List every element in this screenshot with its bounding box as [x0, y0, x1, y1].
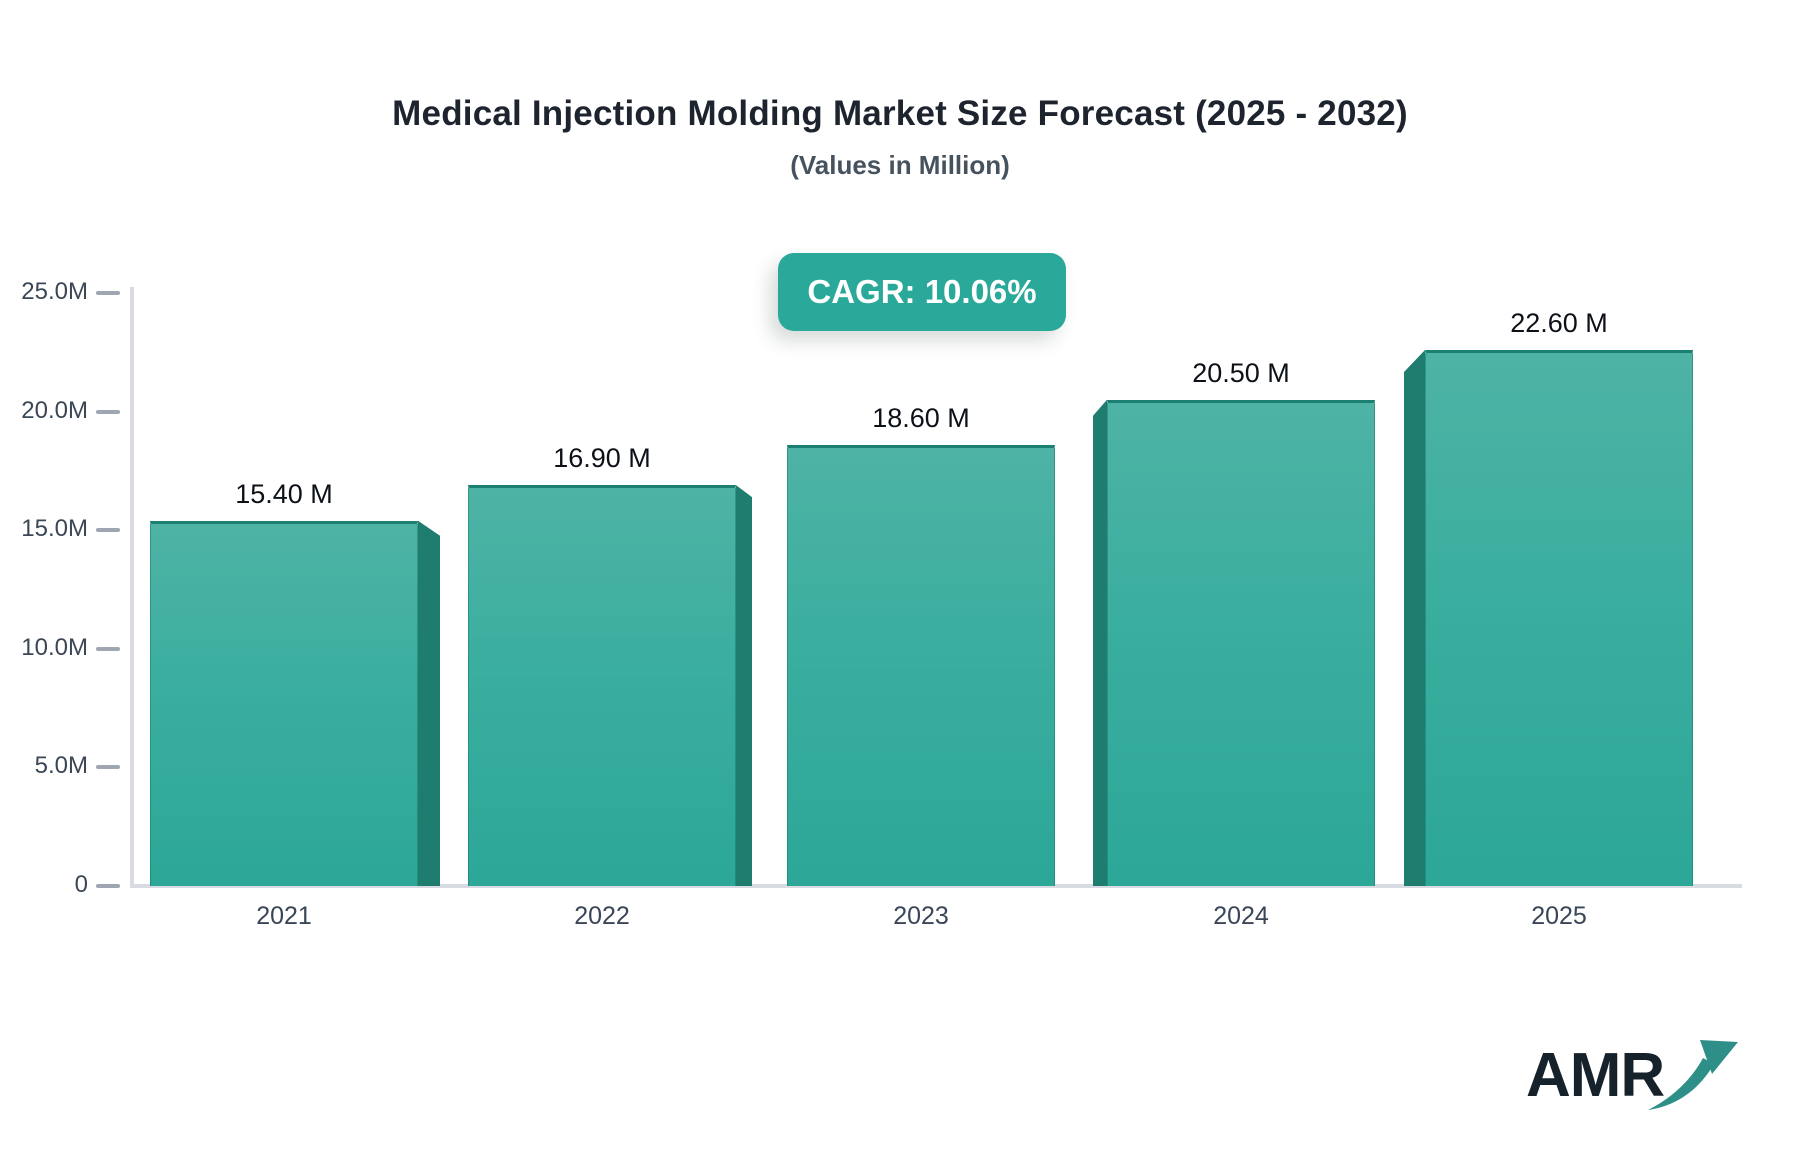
- bar-side-2021: [418, 520, 440, 886]
- amr-logo-text: AMR: [1526, 1040, 1665, 1110]
- x-tick-label-2023: 2023: [893, 902, 949, 930]
- bar-value-label-2023: 18.60 M: [872, 402, 970, 433]
- y-tick-mark-0: [96, 884, 120, 888]
- bar-2022: [468, 485, 752, 886]
- bar-2021: [150, 520, 440, 886]
- bar-face-2025: [1425, 349, 1693, 886]
- bar-side-2025: [1404, 349, 1425, 886]
- y-tick-mark-15.0M: [96, 528, 120, 533]
- y-tick-mark-5.0M: [96, 765, 120, 770]
- bar-face-2021: [150, 520, 418, 886]
- x-tick-label-2025: 2025: [1531, 902, 1587, 930]
- bar-side-2022: [736, 485, 752, 886]
- y-tick-mark-20.0M: [96, 409, 120, 414]
- y-tick-label-15.0M: 15.0M: [21, 515, 88, 543]
- bar-value-label-2025: 22.60 M: [1510, 307, 1608, 338]
- bar-2023: [787, 444, 1055, 886]
- plot-area: [133, 293, 1742, 886]
- y-tick-mark-10.0M: [96, 646, 120, 651]
- cagr-badge: CAGR: 10.06%: [778, 253, 1066, 331]
- x-tick-label-2024: 2024: [1213, 902, 1269, 930]
- amr-logo: AMR: [1526, 1028, 1756, 1123]
- page-subtitle: (Values in Million): [790, 150, 1010, 180]
- y-tick-label-10.0M: 10.0M: [21, 633, 88, 661]
- bar-side-2024: [1093, 399, 1107, 886]
- x-axis-line: [130, 884, 1742, 888]
- x-tick-label-2022: 2022: [574, 902, 630, 930]
- bar-face-2023: [787, 444, 1055, 886]
- bar-face-2024: [1107, 399, 1375, 886]
- bar-face-2022: [468, 485, 736, 886]
- bar-2024: [1093, 399, 1375, 886]
- growth-arrow-icon: [1648, 1039, 1739, 1110]
- y-tick-label-25.0M: 25.0M: [21, 278, 88, 305]
- x-tick-label-2021: 2021: [256, 902, 312, 930]
- bar-value-label-2022: 16.90 M: [553, 443, 651, 474]
- y-axis-line: [130, 287, 134, 888]
- y-tick-label-0: 0: [74, 871, 88, 898]
- bar-2025: [1404, 349, 1693, 886]
- cagr-badge-label: CAGR: 10.06%: [807, 273, 1037, 310]
- bar-value-label-2021: 15.40 M: [235, 478, 333, 509]
- y-tick-label-5.0M: 5.0M: [34, 752, 88, 780]
- y-tick-label-20.0M: 20.0M: [21, 396, 88, 424]
- page-title: Medical Injection Molding Market Size Fo…: [392, 94, 1408, 133]
- y-tick-mark-25.0M: [96, 291, 120, 295]
- bar-value-label-2024: 20.50 M: [1192, 357, 1290, 388]
